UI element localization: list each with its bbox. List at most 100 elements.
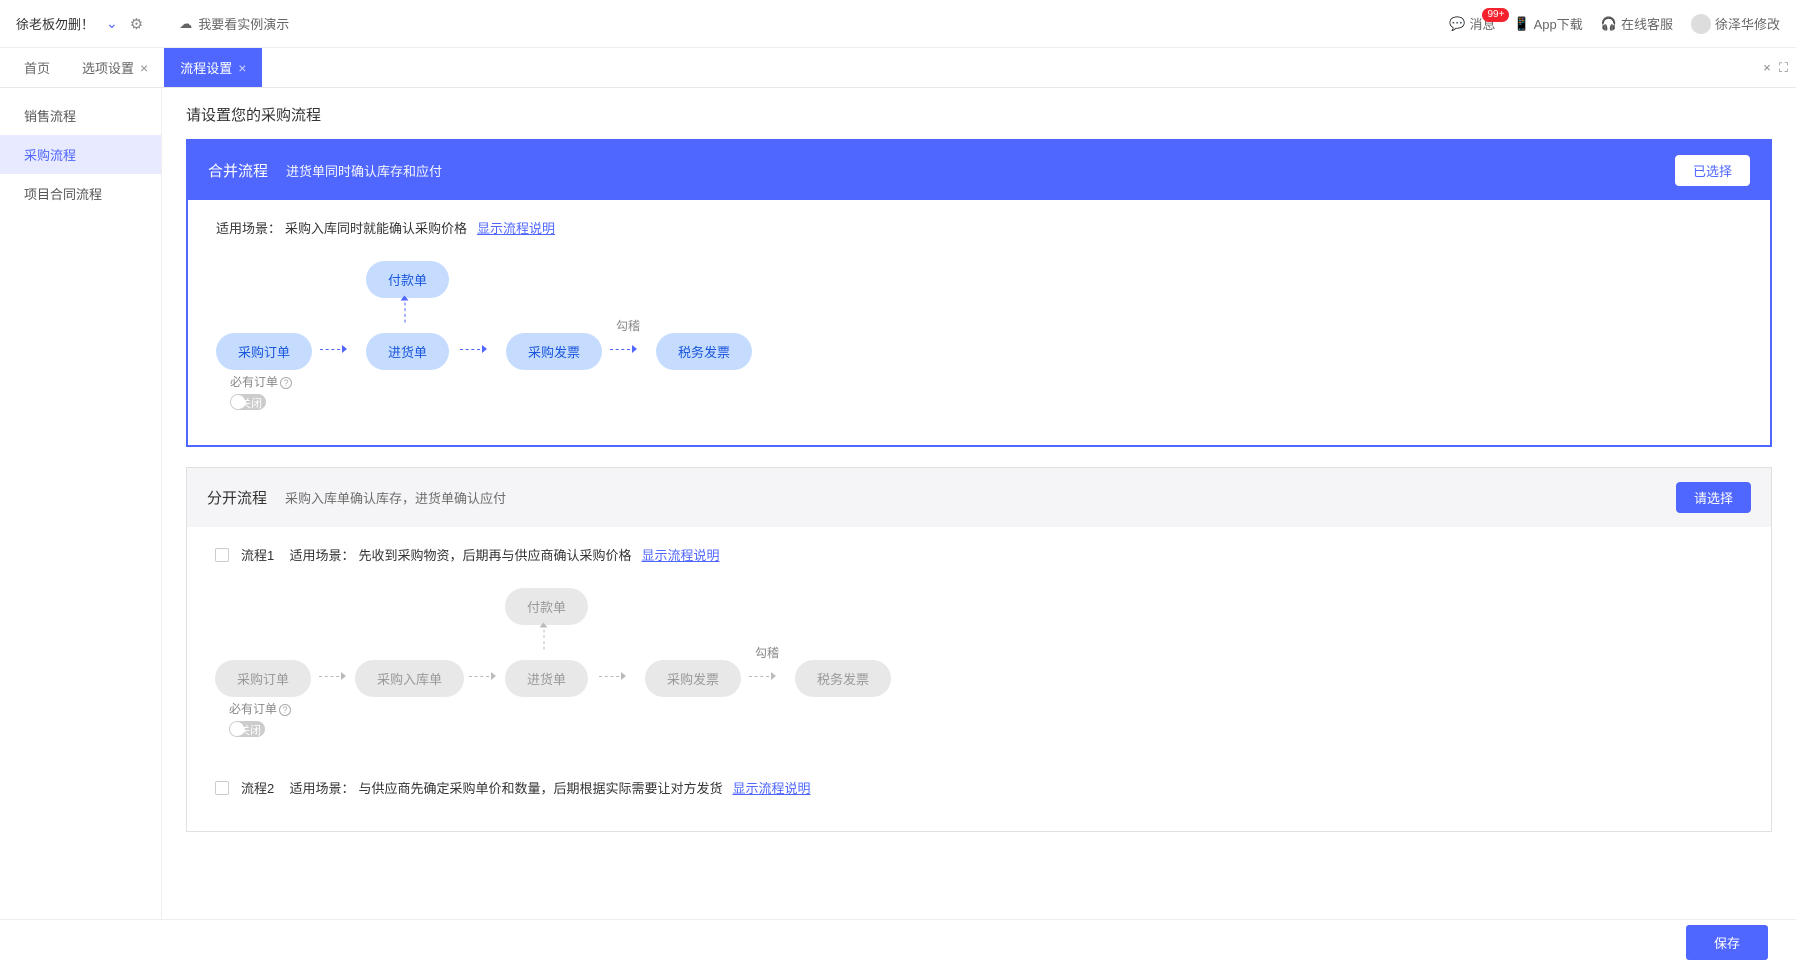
- close-icon[interactable]: ×: [140, 60, 148, 76]
- sidebar: 销售流程 采购流程 项目合同流程: [0, 88, 162, 919]
- app-download-button[interactable]: 📱 App下载: [1513, 14, 1582, 33]
- flow-node-order: 采购订单: [216, 333, 312, 370]
- flow-arrow: [469, 672, 496, 680]
- help-icon[interactable]: ?: [279, 704, 291, 716]
- tabbar: 首页 选项设置 × 流程设置 × × ⛶: [0, 48, 1796, 88]
- flow-edge-label: 勾稽: [616, 317, 640, 334]
- phone-icon: 📱: [1513, 16, 1529, 32]
- flow-node-tax: 税务发票: [795, 660, 891, 697]
- flow-node-order: 采购订单: [215, 660, 311, 697]
- close-all-icon[interactable]: ×: [1763, 60, 1771, 75]
- flow-card-separate: 分开流程 采购入库单确认库存，进货单确认应付 请选择 流程1 适用场景： 先收到…: [186, 467, 1772, 832]
- scenario-prefix: 适用场景：: [289, 778, 354, 797]
- flow-arrow: [610, 345, 637, 353]
- card-subtitle: 采购入库单确认库存，进货单确认应付: [285, 488, 506, 507]
- show-desc-link[interactable]: 显示流程说明: [733, 778, 811, 797]
- support-button[interactable]: 🎧 在线客服: [1601, 14, 1673, 33]
- select-button[interactable]: 请选择: [1676, 482, 1751, 513]
- sidebar-item-project[interactable]: 项目合同流程: [0, 174, 161, 213]
- messages-button[interactable]: 💬 消息 99+: [1449, 14, 1495, 33]
- flow2-checkbox[interactable]: [215, 781, 229, 795]
- footer: 保存: [0, 919, 1796, 965]
- avatar-icon: [1691, 14, 1711, 34]
- help-icon[interactable]: ?: [280, 377, 292, 389]
- expand-icon[interactable]: ⛶: [1779, 60, 1788, 76]
- card-title: 分开流程: [207, 487, 267, 508]
- scenario-row-flow1: 流程1 适用场景： 先收到采购物资，后期再与供应商确认采购价格 显示流程说明: [215, 545, 1743, 564]
- selected-button[interactable]: 已选择: [1675, 155, 1750, 186]
- scenario-prefix: 适用场景：: [289, 545, 354, 564]
- card-subtitle: 进货单同时确认库存和应付: [286, 161, 442, 180]
- app-download-label: App下载: [1534, 14, 1583, 33]
- tab-option-settings[interactable]: 选项设置 ×: [66, 48, 164, 87]
- demo-link[interactable]: ☁ 我要看实例演示: [179, 14, 289, 33]
- cloud-icon: ☁: [179, 16, 192, 32]
- tab-label: 选项设置: [82, 58, 134, 77]
- show-desc-link[interactable]: 显示流程说明: [642, 545, 720, 564]
- flow-diagram-separate-1: 付款单 采购订单 采购入库单 进货单 采购发票 勾稽 税务发票 必有订单? 关闭: [215, 588, 1743, 748]
- flow-arrow: [319, 672, 346, 680]
- required-order-label: 必有订单: [229, 702, 277, 716]
- content-area: 请设置您的采购流程 合并流程 进货单同时确认库存和应付 已选择 适用场景： 采购…: [162, 88, 1796, 919]
- tab-home[interactable]: 首页: [8, 48, 66, 87]
- scenario-text: 先收到采购物资，后期再与供应商确认采购价格: [358, 545, 631, 564]
- flow-node-payment: 付款单: [505, 588, 588, 625]
- card-body: 流程1 适用场景： 先收到采购物资，后期再与供应商确认采购价格 显示流程说明 付…: [187, 527, 1771, 831]
- flow-node-inbound: 采购入库单: [355, 660, 464, 697]
- support-label: 在线客服: [1621, 14, 1673, 33]
- scenario-text: 采购入库同时就能确认采购价格: [285, 218, 467, 237]
- flow2-title: 流程2: [241, 778, 274, 797]
- tab-flow-settings[interactable]: 流程设置 ×: [164, 48, 262, 87]
- demo-link-label: 我要看实例演示: [198, 14, 289, 33]
- flow-arrow: [460, 345, 487, 353]
- flow-node-tax: 税务发票: [656, 333, 752, 370]
- page-title: 请设置您的采购流程: [186, 104, 1772, 125]
- tab-label: 流程设置: [180, 58, 232, 77]
- required-order-toggle[interactable]: 关闭: [229, 721, 265, 737]
- flow-node-invoice: 采购发票: [506, 333, 602, 370]
- org-selector-label: 徐老板勿删！: [16, 14, 94, 33]
- flow-node-receipt: 进货单: [505, 660, 588, 697]
- flow1-title: 流程1: [241, 545, 274, 564]
- topbar-right: 💬 消息 99+ 📱 App下载 🎧 在线客服 徐泽华修改: [1449, 14, 1780, 34]
- topbar-left: 徐老板勿删！ ⌄ ⚙ ☁ 我要看实例演示: [16, 14, 289, 33]
- flow-node-invoice: 采购发票: [645, 660, 741, 697]
- message-icon: 💬: [1449, 16, 1465, 32]
- required-order-toggle-group: 必有订单? 关闭: [229, 700, 291, 740]
- flow-arrow: [320, 345, 347, 353]
- flow-card-merged: 合并流程 进货单同时确认库存和应付 已选择 适用场景： 采购入库同时就能确认采购…: [186, 139, 1772, 447]
- chevron-down-icon[interactable]: ⌄: [106, 15, 118, 32]
- flow-edge-label: 勾稽: [755, 644, 779, 661]
- user-menu[interactable]: 徐泽华修改: [1691, 14, 1780, 34]
- scenario-prefix: 适用场景：: [216, 218, 281, 237]
- main-layout: 销售流程 采购流程 项目合同流程 请设置您的采购流程 合并流程 进货单同时确认库…: [0, 88, 1796, 919]
- flow-arrow-up: [540, 623, 548, 650]
- topbar: 徐老板勿删！ ⌄ ⚙ ☁ 我要看实例演示 💬 消息 99+ 📱 App下载 🎧 …: [0, 0, 1796, 48]
- required-order-toggle[interactable]: 关闭: [230, 394, 266, 410]
- sidebar-item-sales[interactable]: 销售流程: [0, 96, 161, 135]
- flow-diagram-merged: 付款单 采购订单 进货单 采购发票 勾稽 税务发票 必有订单? 关闭: [216, 261, 1742, 421]
- scenario-row-flow2: 流程2 适用场景： 与供应商先确定采购单价和数量，后期根据实际需要让对方发货 显…: [215, 778, 1743, 797]
- tabbar-controls: × ⛶: [1763, 48, 1796, 87]
- gear-icon[interactable]: ⚙: [130, 15, 143, 33]
- tab-label: 首页: [24, 58, 50, 77]
- headset-icon: 🎧: [1601, 16, 1617, 32]
- card-header: 合并流程 进货单同时确认库存和应付 已选择: [188, 141, 1770, 200]
- flow-arrow: [749, 672, 776, 680]
- scenario-row: 适用场景： 采购入库同时就能确认采购价格 显示流程说明: [216, 218, 1742, 237]
- messages-badge: 99+: [1482, 8, 1509, 22]
- flow-arrow: [599, 672, 626, 680]
- user-name-label: 徐泽华修改: [1715, 14, 1780, 33]
- flow1-checkbox[interactable]: [215, 548, 229, 562]
- close-icon[interactable]: ×: [238, 60, 246, 76]
- card-body: 适用场景： 采购入库同时就能确认采购价格 显示流程说明 付款单 采购订单 进货单…: [188, 200, 1770, 445]
- card-title: 合并流程: [208, 160, 268, 181]
- required-order-toggle-group: 必有订单? 关闭: [230, 373, 292, 413]
- card-header: 分开流程 采购入库单确认库存，进货单确认应付 请选择: [187, 468, 1771, 527]
- flow-node-payment: 付款单: [366, 261, 449, 298]
- show-desc-link[interactable]: 显示流程说明: [477, 218, 555, 237]
- scenario-text: 与供应商先确定采购单价和数量，后期根据实际需要让对方发货: [358, 778, 722, 797]
- sidebar-item-purchase[interactable]: 采购流程: [0, 135, 161, 174]
- required-order-label: 必有订单: [230, 375, 278, 389]
- save-button[interactable]: 保存: [1686, 925, 1768, 960]
